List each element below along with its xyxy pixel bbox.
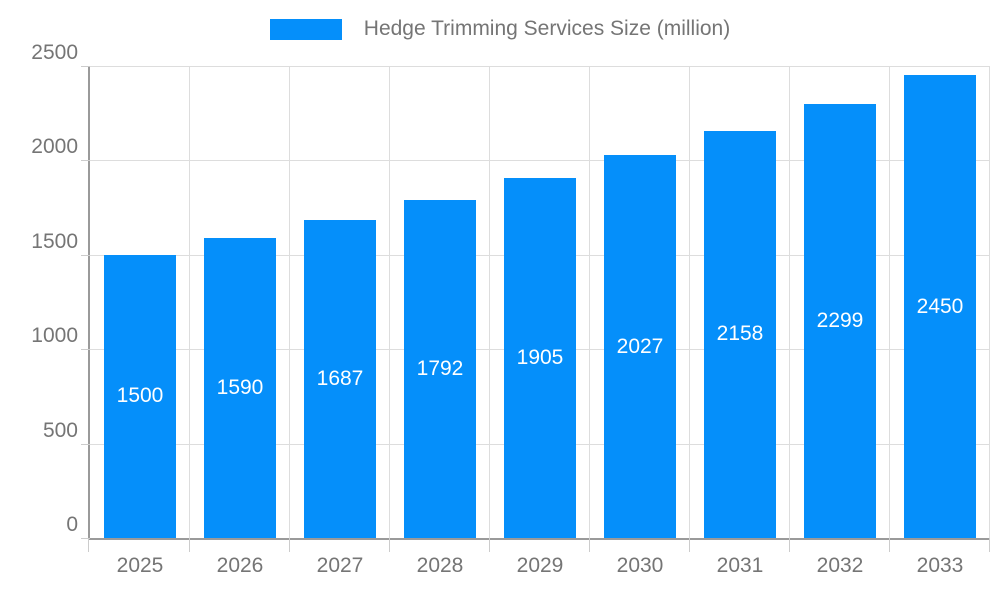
x-tick-mark	[88, 538, 89, 552]
bar-value-label: 2027	[616, 334, 664, 358]
x-tick-label: 2025	[116, 554, 164, 577]
legend-label: Hedge Trimming Services Size (million)	[363, 17, 731, 40]
y-tick-mark	[81, 160, 90, 162]
y-tick-label: 1500	[31, 229, 78, 253]
x-tick-label: 2032	[816, 554, 864, 577]
bar-value-label: 1590	[216, 375, 264, 399]
legend-swatch	[269, 18, 342, 40]
x-tick-mark	[189, 538, 190, 552]
x-gridline	[589, 66, 590, 538]
x-gridline	[689, 66, 690, 538]
y-tick-label: 2000	[31, 135, 78, 159]
bar: 1792	[404, 199, 476, 538]
y-tick-mark	[81, 349, 90, 351]
y-tick-label: 0	[66, 513, 78, 536]
bar-value-label: 1792	[416, 356, 464, 380]
x-tick-label: 2026	[216, 554, 264, 577]
y-gridline	[90, 160, 990, 162]
x-tick-label: 2030	[616, 554, 664, 577]
x-gridline	[789, 66, 790, 538]
x-gridline	[889, 66, 890, 538]
bar-value-label: 1500	[116, 384, 164, 408]
x-gridline	[289, 66, 290, 538]
y-tick-mark	[81, 443, 90, 445]
y-tick-label: 2500	[31, 41, 78, 64]
legend: Hedge Trimming Services Size (million)	[0, 14, 1000, 44]
y-tick-label: 500	[42, 418, 78, 442]
x-tick-label: 2031	[716, 554, 764, 577]
bar: 1590	[204, 237, 276, 538]
x-tick-mark	[389, 538, 390, 552]
x-tick-mark	[989, 538, 990, 552]
bar: 2158	[704, 130, 776, 538]
bar: 2450	[904, 75, 976, 538]
x-gridline	[189, 66, 190, 538]
x-tick-mark	[589, 538, 590, 552]
x-tick-mark	[789, 538, 790, 552]
x-tick-label: 2033	[916, 554, 964, 577]
y-tick-mark	[81, 66, 90, 67]
x-tick-mark	[689, 538, 690, 552]
x-tick-mark	[289, 538, 290, 552]
y-gridline	[90, 66, 990, 67]
y-tick-mark	[81, 254, 90, 256]
bar: 2027	[604, 155, 676, 538]
bar: 2299	[804, 103, 876, 538]
x-tick-mark	[489, 538, 490, 552]
x-tick-label: 2028	[416, 554, 464, 577]
y-tick-mark	[81, 538, 90, 539]
bar: 1905	[504, 178, 576, 538]
x-gridline	[989, 66, 990, 538]
x-tick-mark	[889, 538, 890, 552]
plot-area: 0 500 1000 1500 2000 2500 2025 1500 2026 1590 2027…	[31, 41, 990, 577]
bar-value-label: 2299	[816, 308, 864, 332]
x-gridline	[489, 66, 490, 538]
y-tick-label: 1000	[31, 324, 78, 348]
x-tick-label: 2027	[316, 554, 364, 577]
x-gridline	[389, 66, 390, 538]
bar-value-label: 1687	[316, 366, 364, 390]
bar: 1500	[104, 254, 176, 538]
bar-value-label: 2450	[916, 294, 964, 318]
bar: 1687	[304, 219, 376, 538]
bar-value-label: 1905	[516, 346, 564, 370]
bar-value-label: 2158	[716, 322, 764, 346]
x-tick-label: 2029	[516, 554, 564, 577]
